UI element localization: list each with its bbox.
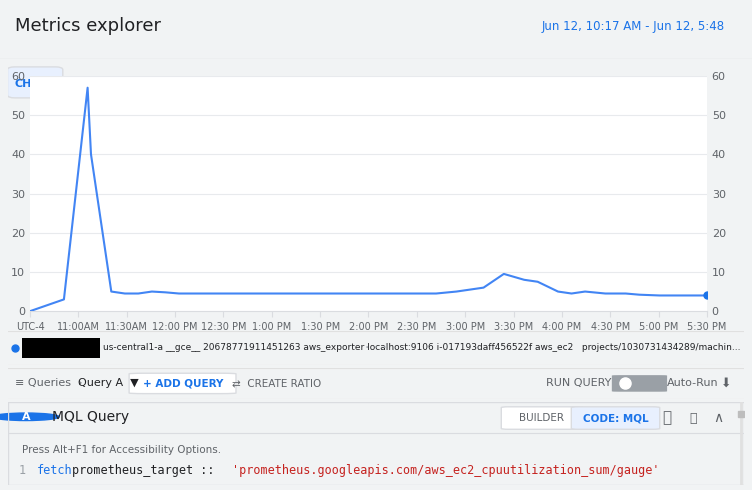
FancyBboxPatch shape xyxy=(23,338,99,358)
Text: BUILDER: BUILDER xyxy=(520,413,564,423)
Text: A: A xyxy=(22,412,30,422)
Text: Jun 12, 10:17 AM - Jun 12, 5:48: Jun 12, 10:17 AM - Jun 12, 5:48 xyxy=(541,20,725,33)
Text: ∧: ∧ xyxy=(714,411,723,425)
Circle shape xyxy=(0,413,59,420)
Text: us-central1-a __gce__ 20678771911451263 aws_exporter localhost:9106 i-017193daff: us-central1-a __gce__ 20678771911451263 … xyxy=(103,343,741,352)
Text: 'prometheus.googleapis.com/aws_ec2_cpuutilization_sum/gauge': 'prometheus.googleapis.com/aws_ec2_cpuut… xyxy=(232,464,660,477)
Text: ⬇: ⬇ xyxy=(721,377,731,390)
Text: ⇄  CREATE RATIO: ⇄ CREATE RATIO xyxy=(232,378,322,389)
Text: TABLE: TABLE xyxy=(66,79,100,89)
Text: CHART: CHART xyxy=(14,79,56,89)
Text: ⧉: ⧉ xyxy=(663,411,672,425)
FancyBboxPatch shape xyxy=(612,375,667,392)
Text: 🗑: 🗑 xyxy=(689,412,696,424)
Text: Query A  ▼: Query A ▼ xyxy=(77,378,138,389)
Text: BOTH: BOTH xyxy=(115,79,147,89)
Text: · · ·: · · · xyxy=(365,341,387,355)
Text: Auto-Run: Auto-Run xyxy=(667,378,719,389)
Text: ≡ Queries  ›: ≡ Queries › xyxy=(15,378,82,389)
Text: RUN QUERY: RUN QUERY xyxy=(545,378,611,389)
FancyBboxPatch shape xyxy=(572,407,660,429)
Text: Metrics explorer: Metrics explorer xyxy=(15,18,161,35)
FancyBboxPatch shape xyxy=(502,407,582,429)
Text: Press Alt+F1 for Accessibility Options.: Press Alt+F1 for Accessibility Options. xyxy=(23,445,221,455)
Text: + ADD QUERY: + ADD QUERY xyxy=(143,378,223,389)
FancyBboxPatch shape xyxy=(129,373,236,393)
Text: MQL Query: MQL Query xyxy=(52,410,129,424)
Text: CODE: MQL: CODE: MQL xyxy=(583,413,648,423)
Text: 1: 1 xyxy=(19,464,26,477)
Text: fetch: fetch xyxy=(37,464,73,477)
Text: prometheus_target ::: prometheus_target :: xyxy=(71,464,221,477)
FancyBboxPatch shape xyxy=(8,67,63,98)
